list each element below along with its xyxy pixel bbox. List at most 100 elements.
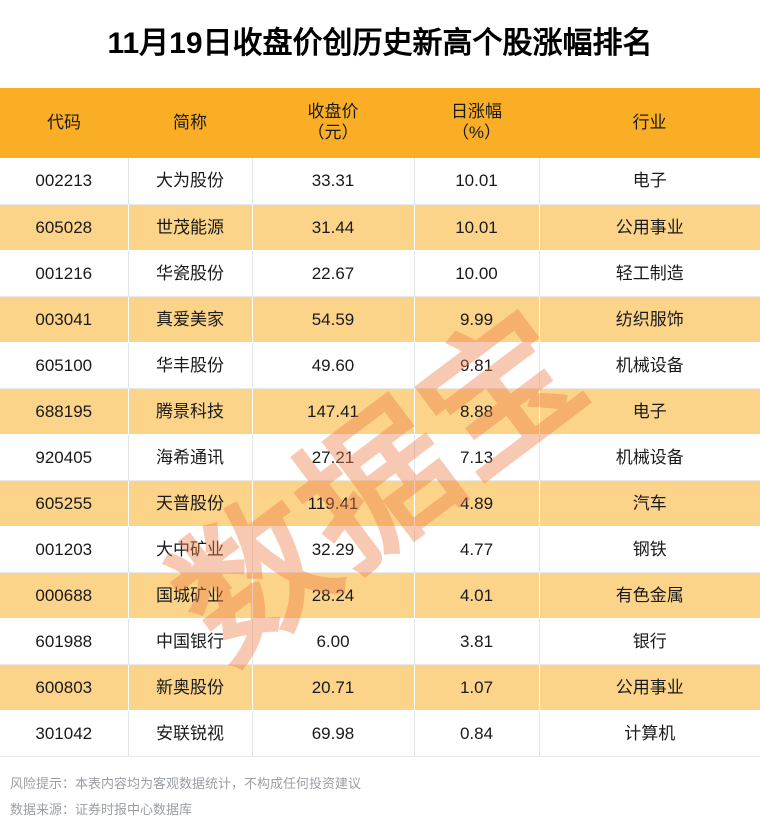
- cell-sector: 机械设备: [539, 434, 760, 481]
- cell-name: 大为股份: [128, 158, 253, 205]
- table-header: 代码 简称 收盘价 （元） 日涨幅 （%） 行业: [0, 88, 760, 158]
- cell-change: 10.00: [414, 250, 540, 297]
- cell-sector: 公用事业: [615, 677, 684, 697]
- table-body: 002213 大为股份 33.31 10.01 电子 605028 世茂能源 31.44 10.…: [0, 158, 760, 757]
- cell-change: 10.01: [414, 204, 540, 250]
- cell-price: 49.60: [252, 342, 415, 389]
- cell-name: 新奥股份: [128, 664, 253, 710]
- cell-sector: 公用事业: [615, 217, 684, 237]
- cell-price: 119.41: [252, 480, 415, 526]
- table-row: 600803 新奥股份 20.71 1.07 公用事业: [0, 664, 760, 710]
- footer-source-note: 数据来源：证券时报中心数据库: [10, 801, 193, 817]
- table-row: 920405 海希通讯 27.21 7.13 机械设备: [0, 434, 760, 481]
- table-row: 605255 天普股份 119.41 4.89 汽车: [0, 480, 760, 526]
- cell-sector: 纺织服饰: [615, 309, 684, 329]
- cell-code: 920405: [0, 434, 129, 481]
- cell-change: 7.13: [414, 434, 540, 481]
- cell-change: 4.01: [414, 572, 540, 618]
- column-header-name-label: 简称: [173, 112, 207, 132]
- cell-sector: 电子: [632, 401, 667, 421]
- table-row: 605100 华丰股份 49.60 9.81 机械设备: [0, 342, 760, 389]
- cell-price: 147.41: [252, 388, 415, 434]
- cell-name: 世茂能源: [128, 204, 253, 250]
- cell-name: 中国银行: [128, 618, 253, 665]
- table-row: 688195 腾景科技 147.41 8.88 电子: [0, 388, 760, 434]
- cell-code: 003041: [0, 296, 129, 342]
- cell-name: 安联锐视: [128, 710, 253, 757]
- cell-name: 华丰股份: [128, 342, 253, 389]
- cell-sector: 有色金属: [615, 585, 684, 605]
- column-header-price: 收盘价 （元）: [252, 88, 414, 158]
- column-header-name: 简称: [128, 88, 252, 158]
- stock-ranking-table: 代码 简称 收盘价 （元） 日涨幅 （%） 行业: [0, 88, 760, 757]
- cell-change: 9.81: [414, 342, 540, 389]
- cell-code: 601988: [0, 618, 129, 665]
- cell-price: 32.29: [252, 526, 415, 573]
- cell-price: 22.67: [252, 250, 415, 297]
- cell-change: 8.88: [414, 388, 540, 434]
- cell-code: 301042: [0, 710, 129, 757]
- cell-code: 001203: [0, 526, 129, 573]
- column-header-change-unit: （%）: [451, 123, 502, 142]
- table-row: 000688 国城矿业 28.24 4.01 有色金属: [0, 572, 760, 618]
- cell-price: 33.31: [252, 158, 415, 205]
- cell-change: 4.89: [414, 480, 540, 526]
- table-row: 605028 世茂能源 31.44 10.01 公用事业: [0, 204, 760, 250]
- cell-name: 华瓷股份: [128, 250, 253, 297]
- column-header-price-unit: （元）: [307, 123, 359, 142]
- column-header-change-label: 日涨幅: [451, 102, 502, 122]
- cell-change: 10.01: [414, 158, 540, 205]
- cell-price: 54.59: [252, 296, 415, 342]
- cell-change: 0.84: [414, 710, 540, 757]
- page-title: 11月19日收盘价创历史新高个股涨幅排名: [107, 27, 653, 60]
- cell-name: 真爱美家: [128, 296, 253, 342]
- table-row: 601988 中国银行 6.00 3.81 银行: [0, 618, 760, 665]
- cell-code: 000688: [0, 572, 129, 618]
- footer: 风险提示：本表内容均为客观数据统计，不构成任何投资建议 数据来源：证券时报中心数…: [0, 757, 760, 823]
- cell-code: 605100: [0, 342, 129, 389]
- cell-name: 腾景科技: [128, 388, 253, 434]
- column-header-price-label: 收盘价: [307, 102, 359, 122]
- column-header-sector-label: 行业: [632, 112, 667, 132]
- cell-price: 69.98: [252, 710, 415, 757]
- cell-price: 28.24: [252, 572, 415, 618]
- cell-sector: 计算机: [539, 710, 760, 757]
- table-row: 001203 大中矿业 32.29 4.77 钢铁: [0, 526, 760, 573]
- footer-risk-note: 风险提示：本表内容均为客观数据统计，不构成任何投资建议: [10, 775, 362, 791]
- column-header-sector: 行业: [539, 88, 760, 158]
- table-row: 001216 华瓷股份 22.67 10.00 轻工制造: [0, 250, 760, 297]
- column-header-code: 代码: [0, 88, 128, 158]
- cell-name: 海希通讯: [128, 434, 253, 481]
- cell-code: 600803: [0, 664, 129, 710]
- cell-price: 20.71: [252, 664, 415, 710]
- cell-code: 001216: [0, 250, 129, 297]
- table-row: 002213 大为股份 33.31 10.01 电子: [0, 158, 760, 205]
- cell-change: 4.77: [414, 526, 540, 573]
- column-header-change: 日涨幅 （%）: [414, 88, 539, 158]
- cell-code: 688195: [0, 388, 129, 434]
- cell-code: 605255: [0, 480, 129, 526]
- cell-code: 002213: [0, 158, 129, 205]
- cell-price: 27.21: [252, 434, 415, 481]
- cell-sector: 轻工制造: [539, 250, 760, 297]
- table-container: 数据宝 代码 简称 收盘价 （元）: [0, 88, 760, 757]
- column-header-code-label: 代码: [47, 112, 81, 132]
- cell-name: 国城矿业: [128, 572, 253, 618]
- cell-sector: 汽车: [632, 493, 667, 513]
- title-bar: 11月19日收盘价创历史新高个股涨幅排名: [0, 0, 760, 88]
- cell-sector: 机械设备: [539, 342, 760, 389]
- cell-price: 6.00: [252, 618, 415, 665]
- cell-sector: 钢铁: [539, 526, 760, 573]
- cell-change: 9.99: [414, 296, 540, 342]
- cell-sector: 银行: [539, 618, 760, 665]
- cell-code: 605028: [0, 204, 129, 250]
- cell-change: 1.07: [414, 664, 540, 710]
- cell-sector: 电子: [539, 158, 760, 205]
- cell-change: 3.81: [414, 618, 540, 665]
- cell-price: 31.44: [252, 204, 415, 250]
- cell-name: 大中矿业: [128, 526, 253, 573]
- table-row: 003041 真爱美家 54.59 9.99 纺织服饰: [0, 296, 760, 342]
- cell-name: 天普股份: [128, 480, 253, 526]
- table-header-row: 代码 简称 收盘价 （元） 日涨幅 （%） 行业: [0, 88, 760, 158]
